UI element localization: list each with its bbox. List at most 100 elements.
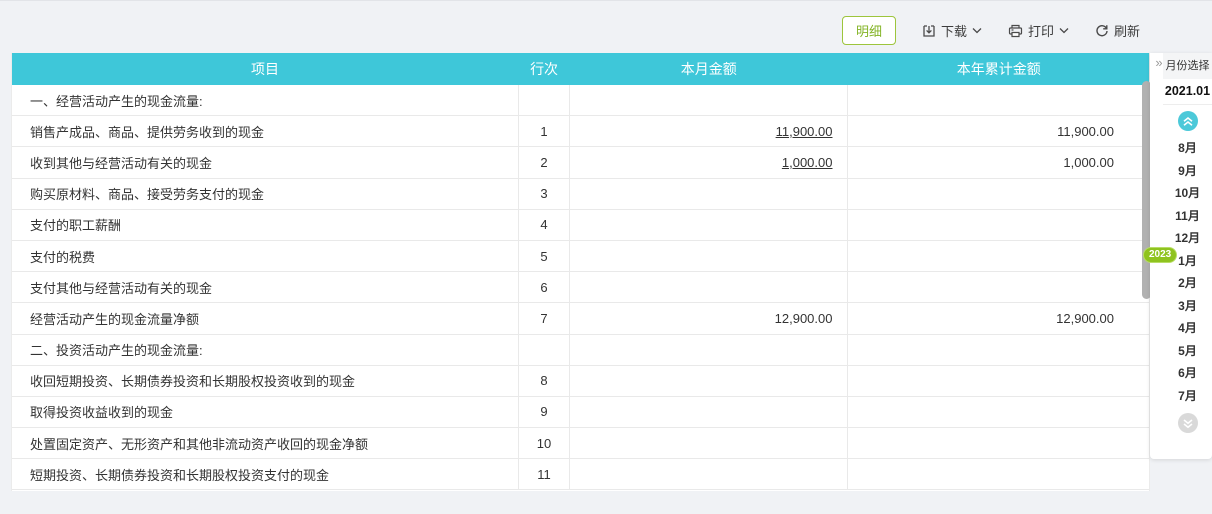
table-row: 支付的税费 5 <box>12 240 1149 273</box>
row-line-number: 3 <box>518 178 570 209</box>
month-panel-inner: 月份选择 2021.01 8月 9月 10月 11月 12月 1月 2月 3月 … <box>1163 53 1212 459</box>
row-item-label: 处置固定资产、无形资产和其他非流动资产收回的现金净额 <box>30 436 369 452</box>
month-amount-link[interactable]: 1,000.00 <box>781 154 833 170</box>
chevron-down-icon <box>972 27 982 34</box>
row-year-amount: 11,900.00 <box>847 116 1149 147</box>
row-year-amount <box>847 209 1149 240</box>
month-item[interactable]: 3月 <box>1178 298 1197 313</box>
row-line-number <box>518 334 570 365</box>
download-icon <box>922 24 936 38</box>
print-button[interactable]: 打印 <box>1008 21 1069 40</box>
column-header-line: 行次 <box>530 61 559 77</box>
print-label: 打印 <box>1027 24 1054 39</box>
chevrons-right-icon: » <box>1155 55 1163 70</box>
download-label: 下载 <box>940 24 967 39</box>
table-row: 经营活动产生的现金流量净额 7 12,900.00 12,900.00 <box>12 303 1149 335</box>
row-line-number: 8 <box>518 365 570 396</box>
row-item-label: 二、投资活动产生的现金流量: <box>30 343 203 359</box>
row-year-amount <box>847 459 1149 490</box>
month-item[interactable]: 12月 <box>1174 231 1201 245</box>
month-item[interactable]: 1月 <box>1178 253 1197 268</box>
table-row: 购买原材料、商品、接受劳务支付的现金 3 <box>12 178 1149 210</box>
table-row: 处置固定资产、无形资产和其他非流动资产收回的现金净额 10 <box>12 428 1149 460</box>
row-line-number: 9 <box>518 396 570 428</box>
row-year-amount <box>847 240 1149 272</box>
table-row: 二、投资活动产生的现金流量: <box>12 334 1149 366</box>
row-year-amount <box>847 428 1149 459</box>
month-item[interactable]: 5月 <box>1178 343 1197 358</box>
row-item-label: 经营活动产生的现金流量净额 <box>30 311 200 327</box>
row-line-number: 1 <box>518 116 570 147</box>
chevrons-down-icon <box>1177 413 1198 433</box>
row-item-label: 支付其他与经营活动有关的现金 <box>30 280 213 296</box>
month-item[interactable]: 7月 <box>1178 388 1197 403</box>
scroll-months-up-button[interactable] <box>1163 105 1212 137</box>
row-year-amount <box>847 396 1149 428</box>
table-row: 收回短期投资、长期债券投资和长期股权投资收到的现金 8 <box>12 365 1149 397</box>
refresh-icon <box>1095 24 1109 38</box>
month-panel-title: 月份选择 <box>1163 53 1212 79</box>
download-button[interactable]: 下载 <box>922 21 982 40</box>
table-body: 一、经营活动产生的现金流量: 销售产成品、商品、提供劳务收到的现金 1 11,9… <box>12 85 1149 491</box>
refresh-label: 刷新 <box>1113 24 1140 39</box>
row-line-number: 4 <box>518 209 570 240</box>
table-row: 一、经营活动产生的现金流量: <box>12 85 1149 117</box>
month-item[interactable]: 8月 <box>1178 141 1197 155</box>
row-item-label: 支付的职工薪酬 <box>30 218 122 234</box>
month-item[interactable]: 6月 <box>1178 366 1197 380</box>
row-year-amount: 1,000.00 <box>847 147 1149 178</box>
row-item-label: 收到其他与经营活动有关的现金 <box>30 155 213 171</box>
printer-icon <box>1008 24 1023 38</box>
column-header-year: 本年累计金额 <box>956 61 1041 77</box>
chevron-down-icon <box>1059 27 1069 34</box>
table-row: 取得投资收益收到的现金 9 <box>12 396 1149 429</box>
row-line-number <box>518 85 570 116</box>
row-year-amount <box>847 272 1149 303</box>
row-month-amount: 1,000.00 <box>570 155 848 170</box>
row-year-amount: 12,900.00 <box>847 303 1149 334</box>
row-year-amount <box>847 85 1149 116</box>
row-line-number: 7 <box>518 303 570 334</box>
month-item[interactable]: 4月 <box>1178 321 1197 335</box>
toolbar: 明细 下载 打印 <box>841 16 1140 45</box>
refresh-button[interactable]: 刷新 <box>1095 21 1140 40</box>
row-line-number: 6 <box>518 272 570 303</box>
row-line-number: 2 <box>518 147 570 178</box>
month-item[interactable]: 10月 <box>1174 186 1201 200</box>
column-header-month: 本月金额 <box>680 61 737 77</box>
table-scrollbar[interactable] <box>1142 81 1151 299</box>
row-month-amount: 11,900.00 <box>570 124 848 139</box>
panel-collapse-button[interactable]: » <box>1152 56 1166 72</box>
row-item-label: 销售产成品、商品、提供劳务收到的现金 <box>30 124 265 140</box>
month-item[interactable]: 9月 <box>1178 163 1197 178</box>
cash-flow-table: 项目 行次 本月金额 本年累计金额 一、经营活动产生的现金流量: 销售产成品、商… <box>11 53 1150 491</box>
current-period: 2021.01 <box>1163 79 1212 105</box>
column-header-item: 项目 <box>251 61 280 77</box>
scroll-months-down-button[interactable] <box>1163 407 1212 439</box>
table-row: 短期投资、长期债券投资和长期股权投资支付的现金 11 <box>12 459 1149 491</box>
row-year-amount <box>847 334 1149 365</box>
table-row: 销售产成品、商品、提供劳务收到的现金 1 11,900.00 11,900.00 <box>12 116 1149 148</box>
row-item-label: 收回短期投资、长期债券投资和长期股权投资收到的现金 <box>30 374 356 390</box>
table-row: 收到其他与经营活动有关的现金 2 1,000.00 1,000.00 <box>12 147 1149 179</box>
month-item[interactable]: 11月 <box>1175 208 1200 223</box>
table-row: 支付其他与经营活动有关的现金 6 <box>12 272 1149 304</box>
year-badge: 2023 <box>1143 247 1178 263</box>
table-header-row: 项目 行次 本月金额 本年累计金额 <box>12 53 1149 85</box>
row-item-label: 购买原材料、商品、接受劳务支付的现金 <box>30 187 265 203</box>
row-item-label: 一、经营活动产生的现金流量: <box>30 93 203 109</box>
row-year-amount <box>847 365 1149 396</box>
month-item[interactable]: 2月 <box>1178 276 1197 290</box>
month-amount-link[interactable]: 11,900.00 <box>775 123 833 139</box>
row-line-number: 11 <box>518 459 570 490</box>
detail-button[interactable]: 明细 <box>841 16 896 45</box>
row-item-label: 取得投资收益收到的现金 <box>30 405 174 421</box>
row-year-amount <box>847 178 1149 209</box>
chevrons-up-icon <box>1177 111 1198 131</box>
row-item-label: 短期投资、长期债券投资和长期股权投资支付的现金 <box>30 467 330 483</box>
row-month-amount: 12,900.00 <box>774 310 833 326</box>
row-line-number: 10 <box>518 428 570 459</box>
row-line-number: 5 <box>518 240 570 272</box>
table-row: 支付的职工薪酬 4 <box>12 209 1149 241</box>
row-item-label: 支付的税费 <box>30 249 96 265</box>
